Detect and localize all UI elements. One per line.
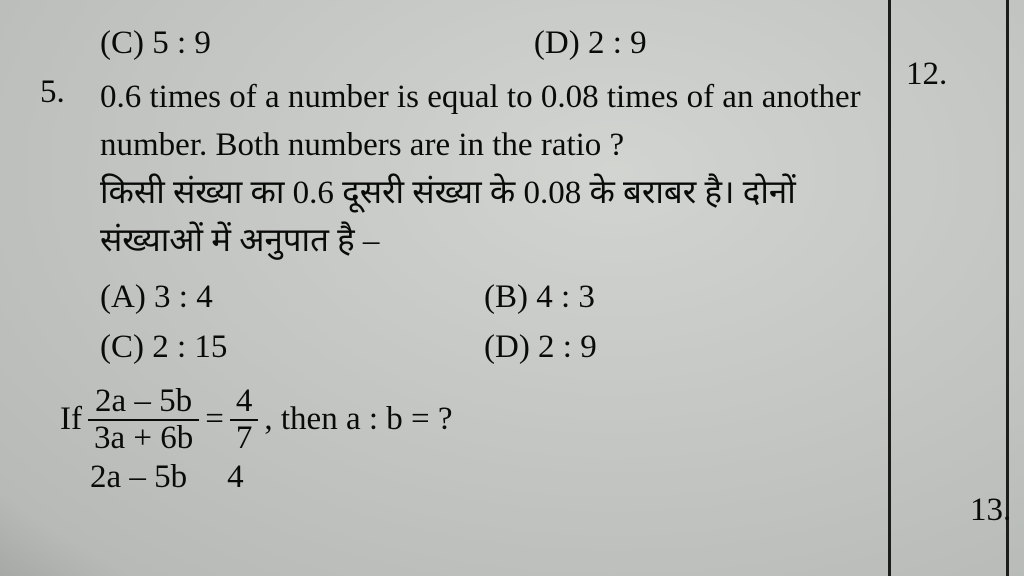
q6-frac2-num: 4: [230, 384, 259, 419]
q5-body: 0.6 times of a number is equal to 0.08 t…: [100, 74, 900, 372]
q5-options: (A) 3 : 4 (B) 4 : 3 (C) 2 : 15 (D) 2 : 9: [100, 272, 900, 372]
q5-number: 5.: [40, 74, 100, 111]
q5-option-b: (B) 4 : 3: [484, 272, 868, 322]
q5-option-d: (D) 2 : 9: [484, 322, 868, 372]
side-qnum-13: 13.: [970, 492, 1011, 529]
page: 12. 13. (C) 5 : 9 (D) 2 : 9 5. 0.6 times…: [0, 0, 1024, 576]
q6-tail: , then a : b = ?: [264, 401, 452, 438]
q6-frac1-den: 3a + 6b: [88, 419, 199, 456]
q6-frac2: 4 7: [230, 384, 259, 455]
prev-option-d: (D) 2 : 9: [534, 18, 968, 68]
q5-option-c: (C) 2 : 15: [100, 322, 484, 372]
vertical-rule-1: [888, 0, 891, 576]
q6-formula: If 2a – 5b 3a + 6b = 4 7 , then a : b = …: [60, 384, 1004, 455]
side-qnum-12: 12.: [906, 56, 947, 93]
q5-text-hi: किसी संख्या का 0.6 दूसरी संख्या के 0.08 …: [100, 170, 900, 266]
q6-truncated-line: 2a – 5b 4: [60, 459, 1004, 496]
prev-question-options: (C) 5 : 9 (D) 2 : 9: [100, 18, 1004, 68]
q6-trunc-right: 4: [227, 459, 244, 496]
q5-text-en: 0.6 times of a number is equal to 0.08 t…: [100, 74, 900, 170]
q6-if: If: [60, 401, 82, 438]
q5-option-a: (A) 3 : 4: [100, 272, 484, 322]
q6-frac1: 2a – 5b 3a + 6b: [88, 384, 199, 455]
q6-trunc-num: 2a – 5b: [90, 459, 187, 496]
question-5: 5. 0.6 times of a number is equal to 0.0…: [40, 74, 1004, 372]
prev-option-c: (C) 5 : 9: [100, 18, 534, 68]
q6-frac1-num: 2a – 5b: [89, 384, 198, 419]
vertical-rule-2: [1006, 0, 1009, 576]
q6-eq1: =: [205, 401, 224, 438]
q6-frac2-den: 7: [230, 419, 259, 456]
